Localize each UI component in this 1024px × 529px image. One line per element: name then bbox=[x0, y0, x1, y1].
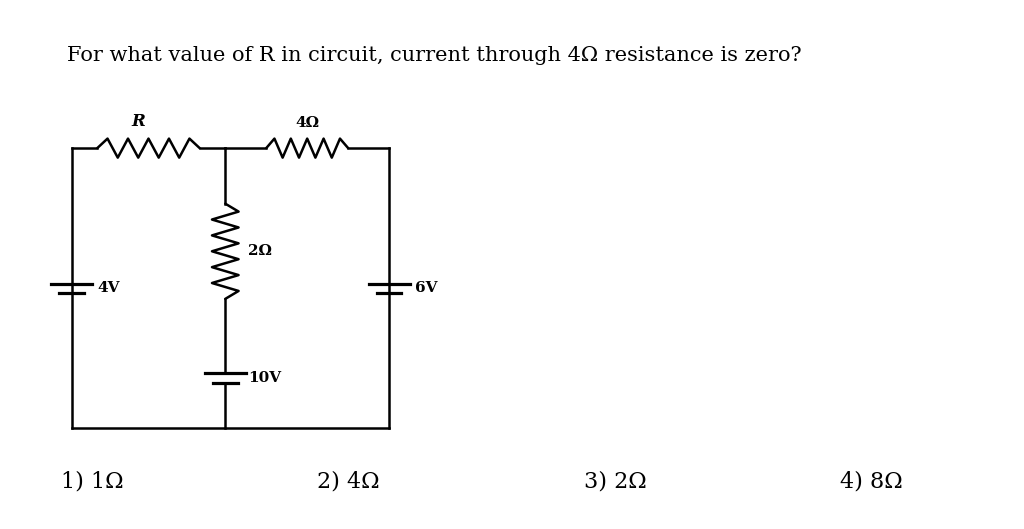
Text: For what value of R in circuit, current through 4Ω resistance is zero?: For what value of R in circuit, current … bbox=[67, 46, 801, 65]
Text: R: R bbox=[131, 113, 145, 130]
Text: 2Ω: 2Ω bbox=[248, 244, 271, 258]
Text: 4V: 4V bbox=[97, 281, 120, 295]
Text: 6V: 6V bbox=[415, 281, 437, 295]
Text: 4Ω: 4Ω bbox=[295, 116, 319, 130]
Text: 2) 4Ω: 2) 4Ω bbox=[317, 470, 380, 492]
Text: 1) 1Ω: 1) 1Ω bbox=[61, 470, 124, 492]
Text: 4) 8Ω: 4) 8Ω bbox=[840, 470, 902, 492]
Text: 10V: 10V bbox=[248, 371, 281, 385]
Text: 3) 2Ω: 3) 2Ω bbox=[584, 470, 646, 492]
